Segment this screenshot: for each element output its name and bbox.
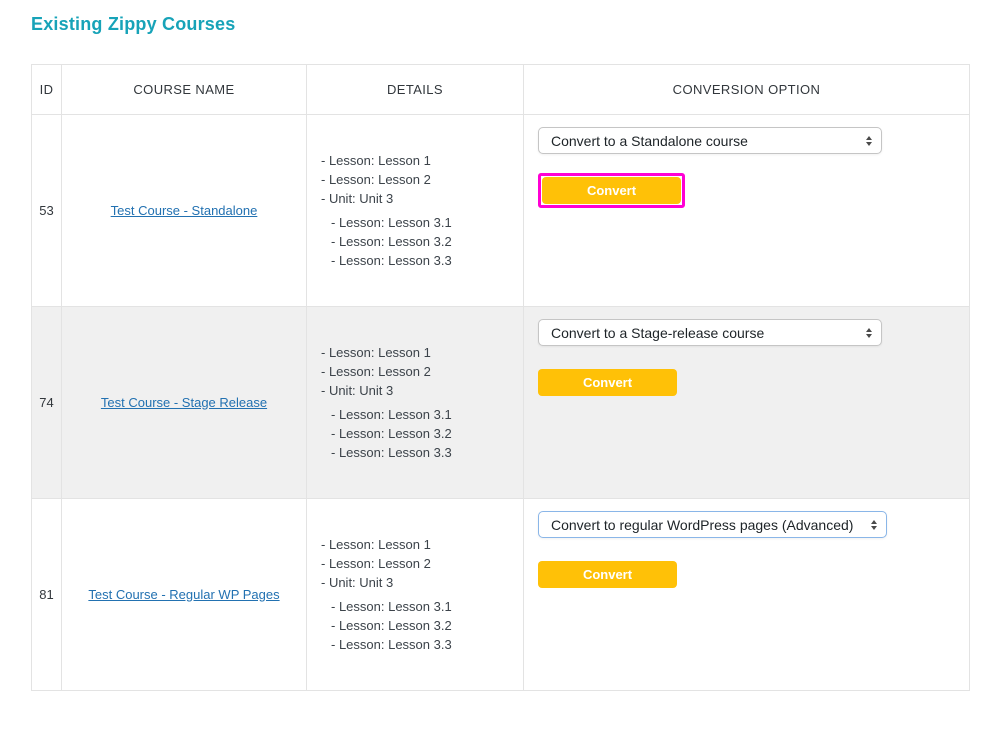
course-details-cell: - Lesson: Lesson 1 - Lesson: Lesson 2 - … — [306, 306, 524, 499]
convert-button[interactable]: Convert — [538, 369, 677, 396]
header-conversion-option: CONVERSION OPTION — [523, 64, 970, 115]
detail-item: - Lesson: Lesson 1 — [321, 152, 431, 168]
detail-item: - Lesson: Lesson 2 — [321, 171, 431, 187]
table-header-row: ID COURSE NAME DETAILS CONVERSION OPTION — [31, 64, 970, 115]
course-details-cell: - Lesson: Lesson 1 - Lesson: Lesson 2 - … — [306, 114, 524, 307]
detail-item: - Lesson: Lesson 3.3 — [331, 444, 452, 460]
page-container: Existing Zippy Courses ID COURSE NAME DE… — [31, 14, 970, 691]
course-id: 74 — [31, 306, 62, 499]
convert-button-row: Convert — [538, 369, 969, 396]
courses-table: ID COURSE NAME DETAILS CONVERSION OPTION… — [31, 64, 970, 691]
course-link[interactable]: Test Course - Stage Release — [100, 394, 268, 410]
page-title: Existing Zippy Courses — [31, 14, 236, 34]
conversion-cell: Convert to a Standalone course Convert — [523, 114, 970, 307]
conversion-select-wrap: Convert to a Standalone course — [538, 127, 882, 154]
header-details: DETAILS — [306, 64, 524, 115]
detail-item: - Lesson: Lesson 3.3 — [331, 252, 452, 268]
conversion-select-wrap: Convert to regular WordPress pages (Adva… — [538, 511, 887, 538]
conversion-cell: Convert to a Stage-release course Conver… — [523, 306, 970, 499]
convert-button[interactable]: Convert — [538, 561, 677, 588]
course-name-cell: Test Course - Standalone — [61, 114, 307, 307]
conversion-select-wrap: Convert to a Stage-release course — [538, 319, 882, 346]
header-course-name: COURSE NAME — [61, 64, 307, 115]
course-name-cell: Test Course - Stage Release — [61, 306, 307, 499]
course-details-cell: - Lesson: Lesson 1 - Lesson: Lesson 2 - … — [306, 498, 524, 691]
course-link[interactable]: Test Course - Standalone — [110, 202, 258, 218]
table-row: 53 Test Course - Standalone - Lesson: Le… — [31, 114, 970, 307]
conversion-cell: Convert to regular WordPress pages (Adva… — [523, 498, 970, 691]
course-id: 53 — [31, 114, 62, 307]
detail-item: - Lesson: Lesson 3.3 — [331, 636, 452, 652]
course-name-cell: Test Course - Regular WP Pages — [61, 498, 307, 691]
detail-item: - Lesson: Lesson 1 — [321, 536, 431, 552]
course-id: 81 — [31, 498, 62, 691]
convert-button-highlight-box: Convert — [538, 173, 685, 208]
detail-item: - Lesson: Lesson 3.2 — [331, 233, 452, 249]
course-link[interactable]: Test Course - Regular WP Pages — [88, 586, 280, 602]
conversion-option-select[interactable]: Convert to a Stage-release course — [538, 319, 882, 346]
detail-item: - Unit: Unit 3 — [321, 574, 394, 590]
table-row: 81 Test Course - Regular WP Pages - Less… — [31, 498, 970, 691]
detail-item: - Lesson: Lesson 3.1 — [331, 598, 452, 614]
detail-item: - Lesson: Lesson 1 — [321, 344, 431, 360]
detail-item: - Lesson: Lesson 3.1 — [331, 214, 452, 230]
detail-item: - Unit: Unit 3 — [321, 190, 394, 206]
detail-item: - Lesson: Lesson 3.1 — [331, 406, 452, 422]
header-id: ID — [31, 64, 62, 115]
detail-item: - Lesson: Lesson 3.2 — [331, 425, 452, 441]
detail-item: - Lesson: Lesson 3.2 — [331, 617, 452, 633]
detail-item: - Lesson: Lesson 2 — [321, 555, 431, 571]
detail-item: - Unit: Unit 3 — [321, 382, 394, 398]
table-row: 74 Test Course - Stage Release - Lesson:… — [31, 306, 970, 499]
convert-button[interactable]: Convert — [542, 177, 681, 204]
conversion-option-select[interactable]: Convert to regular WordPress pages (Adva… — [538, 511, 887, 538]
convert-button-row: Convert — [538, 561, 969, 588]
detail-item: - Lesson: Lesson 2 — [321, 363, 431, 379]
conversion-option-select[interactable]: Convert to a Standalone course — [538, 127, 882, 154]
